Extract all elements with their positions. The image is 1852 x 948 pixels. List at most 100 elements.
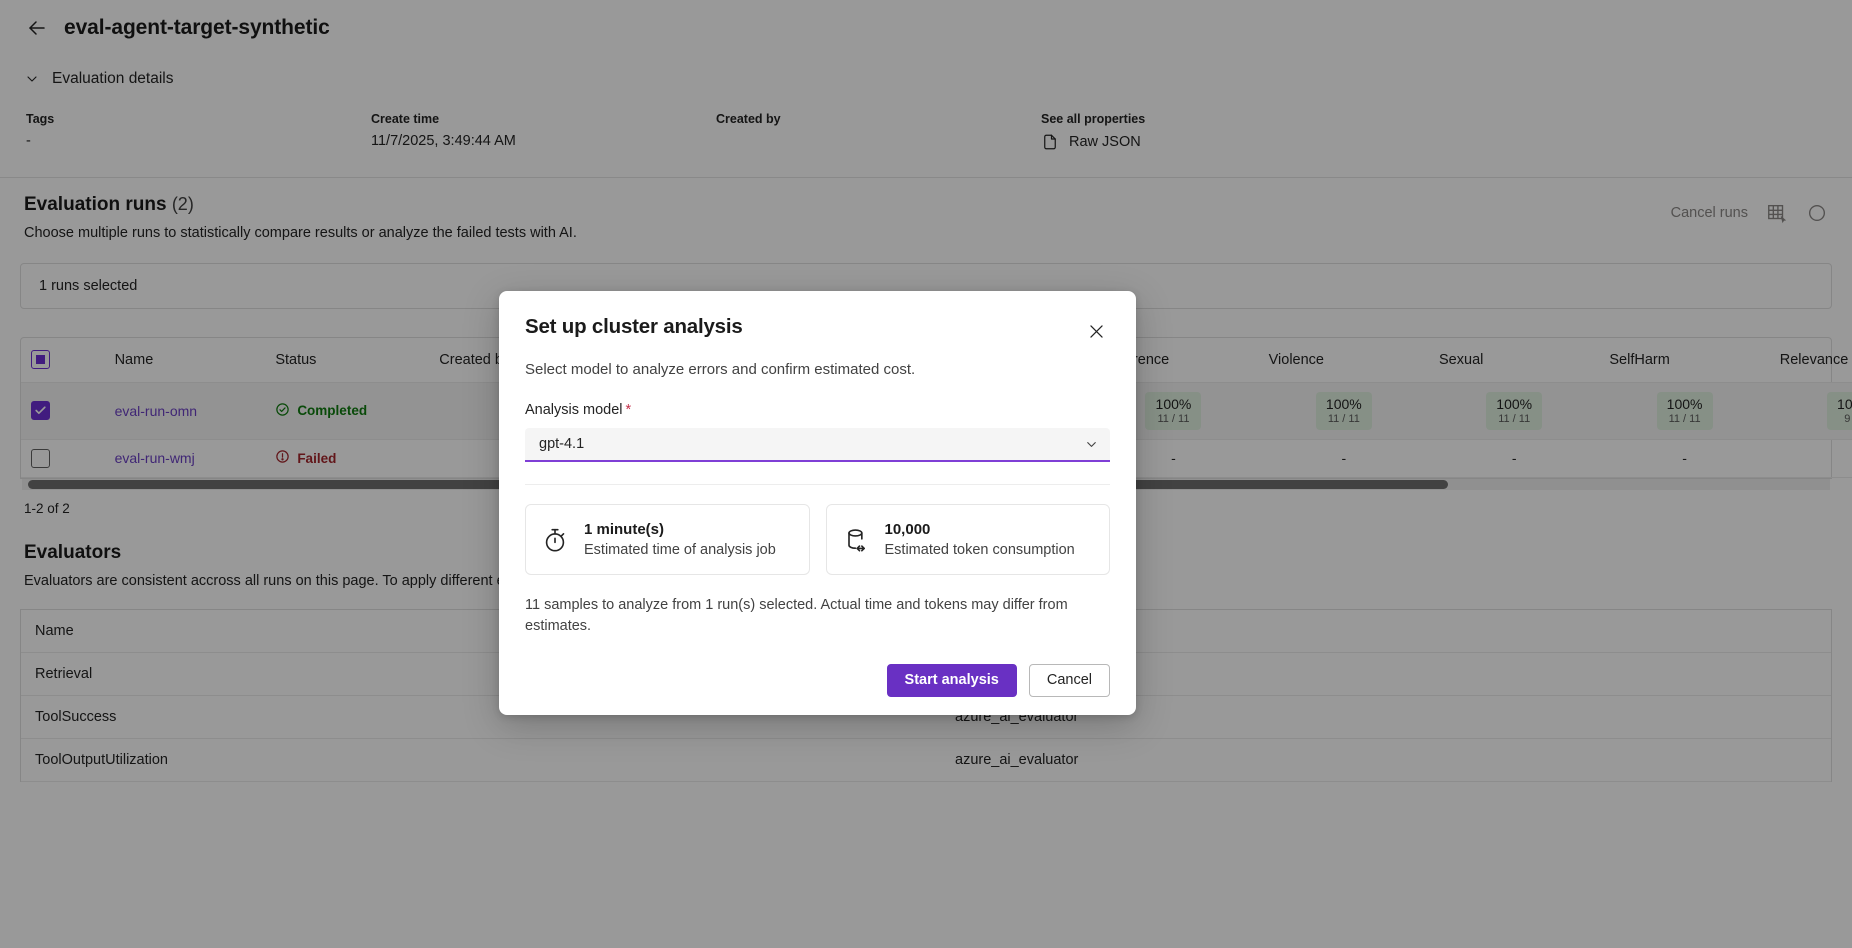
dialog-header: Set up cluster analysis [525, 315, 1110, 345]
chevron-down-icon [24, 71, 40, 87]
analysis-model-label: Analysis model * [525, 402, 1110, 418]
column-header-relevance[interactable]: Relevance [1769, 338, 1852, 383]
row-checkbox[interactable] [31, 401, 50, 421]
metric-pct: 100% [1325, 395, 1362, 412]
column-header-status[interactable]: Status [265, 338, 430, 383]
evaluator-type: azure_ai_evaluator [941, 738, 1831, 782]
status-text: Completed [297, 403, 368, 419]
row-metric-cell: - [1429, 439, 1600, 478]
metric-frac: 11 / 11 [1498, 412, 1531, 425]
row-name-cell: eval-run-omn [104, 382, 266, 440]
start-analysis-button[interactable]: Start analysis [886, 663, 1017, 697]
detail-label-see-all-properties: See all properties [1041, 112, 1146, 126]
dialog-note: 11 samples to analyze from 1 run(s) sele… [525, 597, 1068, 635]
dialog-title: Set up cluster analysis [525, 315, 743, 338]
metric-frac: 9 / 9 [1844, 412, 1852, 425]
metric-pill: 100%11 / 11 [1486, 391, 1543, 430]
database-icon [842, 526, 870, 554]
raw-json-link[interactable]: Raw JSON [1041, 133, 1826, 151]
metric-pct: 100% [1155, 395, 1192, 412]
row-metric-cell: - [1258, 439, 1430, 478]
evaluators-title: Evaluators [24, 541, 122, 563]
analysis-model-value: gpt-4.1 [539, 436, 585, 452]
row-metric-cell: 100%9 / 9 [1769, 382, 1852, 440]
raw-json-label: Raw JSON [1069, 134, 1141, 150]
evaluation-details-grid: Tags Create time Created by See all prop… [0, 98, 1852, 151]
metric-pct: 100% [1666, 395, 1703, 412]
dialog-divider [525, 484, 1110, 485]
row-status-cell: Failed [265, 439, 430, 478]
evaluation-runs-subtitle: Choose multiple runs to statistically co… [24, 225, 577, 241]
column-header-violence[interactable]: Violence [1258, 338, 1430, 383]
runs-title-text: Evaluation runs [24, 194, 167, 215]
estimate-cards: 1 minute(s) Estimated time of analysis j… [525, 504, 1110, 575]
estimated-time-card: 1 minute(s) Estimated time of analysis j… [525, 504, 810, 575]
status-text: Failed [297, 450, 337, 466]
json-file-icon [1041, 133, 1059, 151]
status-badge: Completed [275, 402, 419, 420]
analysis-model-select[interactable]: gpt-4.1 [525, 428, 1110, 462]
cancel-button[interactable]: Cancel [1028, 663, 1110, 697]
row-status-cell: Completed [265, 382, 430, 440]
evaluator-name: ToolOutputUtilization [21, 738, 941, 782]
required-asterisk: * [625, 402, 632, 418]
runs-toolbar: Cancel runs [1671, 194, 1828, 224]
evaluation-runs-title: Evaluation runs (2) [24, 194, 577, 216]
divider [0, 177, 1852, 178]
table-pager: 1-2 of 2 [24, 500, 70, 516]
metric-pill: 100%11 / 11 [1315, 391, 1372, 430]
page-title: eval-agent-target-synthetic [64, 16, 330, 39]
row-checkbox-cell [21, 382, 105, 440]
row-name-cell: eval-run-wmj [104, 439, 266, 478]
evaluation-runs-header: Evaluation runs (2) Choose multiple runs… [0, 178, 1852, 241]
row-metric-cell: 100%11 / 11 [1429, 382, 1600, 440]
metric-pct: 100% [1496, 395, 1533, 412]
column-header-sexual[interactable]: Sexual [1429, 338, 1600, 383]
metric-pill: 100%11 / 11 [1145, 391, 1202, 430]
column-header-selfharm[interactable]: SelfHarm [1599, 338, 1770, 383]
detail-label-tags: Tags [26, 112, 55, 126]
detail-label-created-by: Created by [716, 112, 781, 126]
analysis-model-label-text: Analysis model [525, 402, 623, 418]
edit-columns-icon[interactable] [1766, 202, 1788, 224]
evaluators-row[interactable]: ToolOutputUtilization azure_ai_evaluator [21, 738, 1831, 782]
error-circle-icon [275, 449, 290, 467]
detail-value-create-time: 11/7/2025, 3:49:44 AM [371, 133, 516, 149]
estimated-tokens-label: Estimated token consumption [884, 542, 1075, 558]
row-metric-cell: - [1599, 439, 1770, 478]
row-checkbox-cell [21, 439, 105, 478]
detail-label-create-time: Create time [371, 112, 440, 126]
metric-pct: 100% [1837, 395, 1852, 412]
dialog-footer: Start analysis Cancel [525, 663, 1110, 697]
status-badge: Failed [275, 449, 419, 467]
metric-pill: 100%9 / 9 [1826, 391, 1852, 430]
stopwatch-icon [541, 526, 569, 554]
evaluation-details-label: Evaluation details [52, 70, 174, 87]
detail-value-tags: - [26, 133, 31, 149]
more-options-icon[interactable] [1806, 202, 1828, 224]
runs-selected-text: 1 runs selected [39, 278, 138, 294]
run-name-link[interactable]: eval-run-omn [114, 402, 198, 419]
arrow-left-icon[interactable] [24, 15, 50, 41]
estimated-time-value: 1 minute(s) [584, 521, 665, 538]
cancel-runs-button[interactable]: Cancel runs [1670, 205, 1748, 221]
row-metric-cell: - [1769, 439, 1852, 478]
row-metric-cell: 100%11 / 11 [1599, 382, 1770, 440]
run-name-link[interactable]: eval-run-wmj [114, 450, 195, 467]
metric-frac: 11 / 11 [1327, 412, 1360, 425]
estimated-time-label: Estimated time of analysis job [584, 542, 776, 558]
dialog-subtitle: Select model to analyze errors and confi… [525, 361, 916, 378]
close-icon[interactable] [1082, 317, 1110, 345]
column-header-name[interactable]: Name [104, 338, 266, 383]
check-circle-icon [275, 402, 290, 420]
estimated-tokens-value: 10,000 [884, 521, 931, 538]
page-header: eval-agent-target-synthetic [0, 0, 1852, 52]
evaluators-subtitle: Evaluators are consistent accross all ru… [24, 572, 520, 589]
evaluation-details-toggle[interactable]: Evaluation details [0, 60, 1852, 98]
select-all-checkbox[interactable] [31, 350, 50, 370]
metric-frac: 11 / 11 [1157, 412, 1190, 425]
chevron-down-icon [1084, 437, 1099, 452]
metric-pill: 100%11 / 11 [1656, 391, 1713, 430]
row-checkbox[interactable] [31, 448, 50, 468]
